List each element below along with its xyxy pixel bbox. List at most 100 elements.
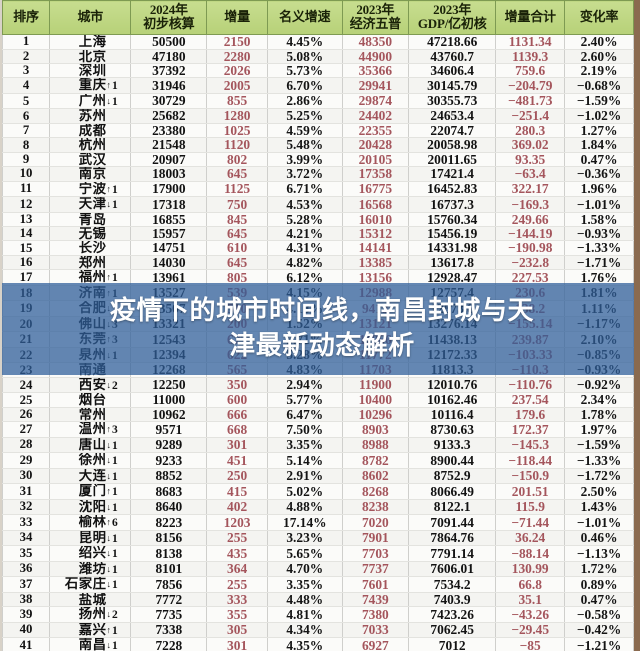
cell-gdp: 24653.4 xyxy=(408,108,497,124)
table-row[interactable]: 20 佛山↓3 13321 200 1.52% 13121 13276.14 −155.14−… xyxy=(2,316,634,333)
table-row[interactable]: 13 青岛 16855 845 5.28% 16010 15760.34 249.66 1.58… xyxy=(2,212,634,228)
table-row[interactable]: 28 唐山↓1 9289 301 3.35% 8988 9133.3 −145.3 −1.59% xyxy=(2,437,634,454)
table-row[interactable]: 38 盐城 7772 333 4.48% 7439 7403.9 35.1 0.47% xyxy=(2,592,634,608)
rank-move-count: 1 xyxy=(111,199,118,212)
table-row[interactable]: 26 常州 10962 666 6.47% 10296 10116.4 179.6 1.78% xyxy=(2,407,634,423)
table-row[interactable]: 22 泉州↓1 12394 622 5.28% 11772 12172.33 −103.33−… xyxy=(2,347,634,364)
cell-rate: 4.82% xyxy=(267,255,343,271)
table-row[interactable]: 24 西安↓2 12250 350 2.94% 11900 12010.76 −110.76−… xyxy=(2,377,634,394)
cell-chg: −0.68% xyxy=(564,77,634,94)
table-row[interactable]: 25 烟台 11000 600 5.77% 10400 10162.46 237.54 2.34… xyxy=(2,392,634,408)
cell-rank: 33 xyxy=(2,514,51,531)
table-row[interactable]: 4 重庆↑1 31946 2005 6.70% 29941 30145.79 −204.79−… xyxy=(2,77,634,94)
city-name: 昆明 xyxy=(78,530,107,545)
table-row[interactable]: 7 成都 23380 1025 4.59% 22355 22074.7 280.3 1.27% xyxy=(2,123,634,139)
table-row[interactable]: 29 徐州↓1 9233 451 5.14% 8782 8900.44 −118.44 −1.3… xyxy=(2,452,634,469)
cell-v2024: 18003 xyxy=(130,166,208,182)
cell-city: 嘉兴↑1 xyxy=(49,622,132,639)
cell-inc: 645 xyxy=(206,166,268,182)
table-row[interactable]: 15 长沙 14751 610 4.31% 14141 14331.98 −190.98 −1.… xyxy=(2,240,634,256)
arrow-down-icon: ↓ xyxy=(106,199,111,210)
cell-gdp: 13617.8 xyxy=(408,255,497,271)
cell-chg: −0.93% xyxy=(564,226,634,242)
table-row[interactable]: 16 郑州 14030 645 4.82% 13385 13617.8 −232.8 −1.71… xyxy=(2,255,634,271)
cell-inc: 645 xyxy=(206,255,268,271)
cell-inc: 510 xyxy=(206,300,268,317)
cell-v2023: 7033 xyxy=(341,622,410,639)
table-row[interactable]: 23 南通 12268 565 4.83% 11703 11813.3 −110.3 −0.93… xyxy=(2,362,634,378)
table-row[interactable]: 18 济南↑1 13527 539 4.15% 12988 12757.4 230.6 1.81… xyxy=(2,285,634,302)
cell-v2024: 13507 xyxy=(130,300,208,317)
cell-chg: 1.76% xyxy=(564,269,634,286)
table-row[interactable]: 2 北京 47180 2280 5.08% 44900 43760.7 1139.3 2.60% xyxy=(2,49,634,64)
table-row[interactable]: 27 温州↑3 9571 668 7.50% 8903 8730.63 172.37 1.97% xyxy=(2,421,634,438)
cell-tot: 179.6 xyxy=(495,407,566,423)
cell-chg: −1.33% xyxy=(564,240,634,256)
cell-v2023: 20428 xyxy=(341,137,410,153)
cell-inc: 600 xyxy=(206,392,268,408)
cell-chg: 1.72% xyxy=(564,561,634,578)
arrow-down-icon: ↓ xyxy=(106,548,111,559)
cell-tot: 280.3 xyxy=(495,123,566,139)
table-row[interactable]: 14 无锡 15957 645 4.21% 15312 15456.19 −144.19 −0.… xyxy=(2,226,634,242)
table-row[interactable]: 32 沈阳↓1 8640 402 4.88% 8238 8122.1 115.9 1.43% xyxy=(2,499,634,516)
cell-rate: 3.99% xyxy=(267,152,343,168)
table-row[interactable]: 21 东莞↑3 12543 677 5.71% 11866 11438.13 239.87 2.… xyxy=(2,331,634,348)
table-row[interactable]: 37 石家庄↓1 7856 255 3.35% 7601 7534.2 66.8 0.89% xyxy=(2,576,634,593)
cell-v2023: 7601 xyxy=(341,576,410,593)
table-row[interactable]: 10 南京 18003 645 3.72% 17358 17421.4 −63.4 −0.36% xyxy=(2,166,634,182)
cell-gdp: 7403.9 xyxy=(408,592,497,608)
table-row[interactable]: 3 深圳 37392 2026 5.73% 35366 34606.4 759.6 2.19% xyxy=(2,63,634,79)
rank-move-count: 1 xyxy=(111,80,118,93)
cell-inc: 415 xyxy=(206,483,268,500)
table-row[interactable]: 30 大连↓1 8852 250 2.91% 8602 8752.9 −150.9 −1.72% xyxy=(2,468,634,485)
table-row[interactable]: 11 宁波↑1 17900 1125 6.71% 16775 16452.83 322.17 1… xyxy=(2,181,634,198)
cell-v2023: 48350 xyxy=(341,34,410,50)
cell-tot: 93.35 xyxy=(495,152,566,168)
cell-tot: 369.02 xyxy=(495,137,566,153)
table-row[interactable]: 34 昆明↓1 8156 255 3.23% 7901 7864.76 36.24 0.46% xyxy=(2,530,634,547)
arrow-down-icon: ↓ xyxy=(106,563,111,574)
table-row[interactable]: 1 上海 50500 2150 4.45% 48350 47218.66 1131.34 2.4… xyxy=(2,34,634,50)
table-row[interactable]: 31 厦门↑1 8683 415 5.02% 8268 8066.49 201.51 2.50% xyxy=(2,483,634,500)
table-row[interactable]: 40 嘉兴↑1 7338 305 4.34% 7033 7062.45 −29.45 −0.42… xyxy=(2,622,634,639)
table-row[interactable]: 6 苏州 25682 1280 5.25% 24402 24653.4 −251.4 −1.02… xyxy=(2,108,634,124)
table-row[interactable]: 19 合肥↓1 13507 510 4.13% 9413 12673.8 138.2 1.11% xyxy=(2,300,634,317)
table-row[interactable]: 33 榆林↑6 8223 1203 17.14% 7020 7091.44 −71.44 −1.… xyxy=(2,514,634,531)
cell-v2024: 9289 xyxy=(130,437,208,454)
table-row[interactable]: 8 杭州 21548 1120 5.48% 20428 20058.98 369.02 1.84… xyxy=(2,137,634,153)
arrow-down-icon: ↓ xyxy=(106,609,111,620)
cell-inc: 666 xyxy=(206,407,268,423)
cell-inc: 2150 xyxy=(206,34,268,50)
arrow-up-icon: ↑ xyxy=(106,424,111,435)
cell-city: 长沙 xyxy=(49,240,132,256)
col-header-2023-census-line1: 2023年 xyxy=(356,2,395,17)
table-row[interactable]: 17 福州↑1 13961 805 6.12% 13156 12928.47 227.53 1.… xyxy=(2,269,634,286)
cell-gdp: 22074.7 xyxy=(408,123,497,139)
cell-city: 郑州 xyxy=(49,255,132,271)
city-name: 沈阳 xyxy=(78,499,107,514)
cell-tot: −110.3 xyxy=(495,362,566,378)
rank-move-count: 3 xyxy=(111,424,118,437)
city-name: 深圳 xyxy=(78,63,107,78)
cell-rate: 7.50% xyxy=(267,421,343,438)
table-row[interactable]: 12 天津↓1 17318 750 4.53% 16568 16737.3 −169.3 −1.… xyxy=(2,196,634,213)
cell-rank: 12 xyxy=(2,196,51,213)
city-name: 常州 xyxy=(78,407,107,422)
cell-v2023: 7703 xyxy=(341,545,410,562)
table-row[interactable]: 36 潍坊↓1 8101 364 4.70% 7737 7606.01 130.99 1.72% xyxy=(2,561,634,578)
rank-down-icon: ↓1 xyxy=(106,304,128,316)
col-header-city-line1: 城市 xyxy=(77,9,104,25)
cell-tot: −71.44 xyxy=(495,514,566,531)
table-row[interactable]: 5 广州↓1 30729 855 2.86% 29874 30355.73 −481.73 −1… xyxy=(2,93,634,110)
rank-move-count: 1 xyxy=(111,486,118,499)
table-row[interactable]: 35 绍兴↓1 8138 435 5.65% 7703 7791.14 −88.14 −1.13… xyxy=(2,545,634,562)
rank-move-count: 1 xyxy=(111,640,118,651)
city-name: 济南 xyxy=(78,285,107,300)
table-row[interactable]: 9 武汉 20907 802 3.99% 20105 20011.65 93.35 0.47% xyxy=(2,152,634,168)
table-row[interactable]: 41 南昌↓1 7228 301 4.35% 6927 7012 −85 −1.21% xyxy=(2,637,634,651)
cell-inc: 855 xyxy=(206,93,268,110)
cell-gdp: 20011.65 xyxy=(408,152,497,168)
cell-tot: −481.73 xyxy=(495,93,566,110)
table-row[interactable]: 39 扬州↓2 7735 355 4.81% 7380 7423.26 −43.26 −0.58… xyxy=(2,606,634,623)
